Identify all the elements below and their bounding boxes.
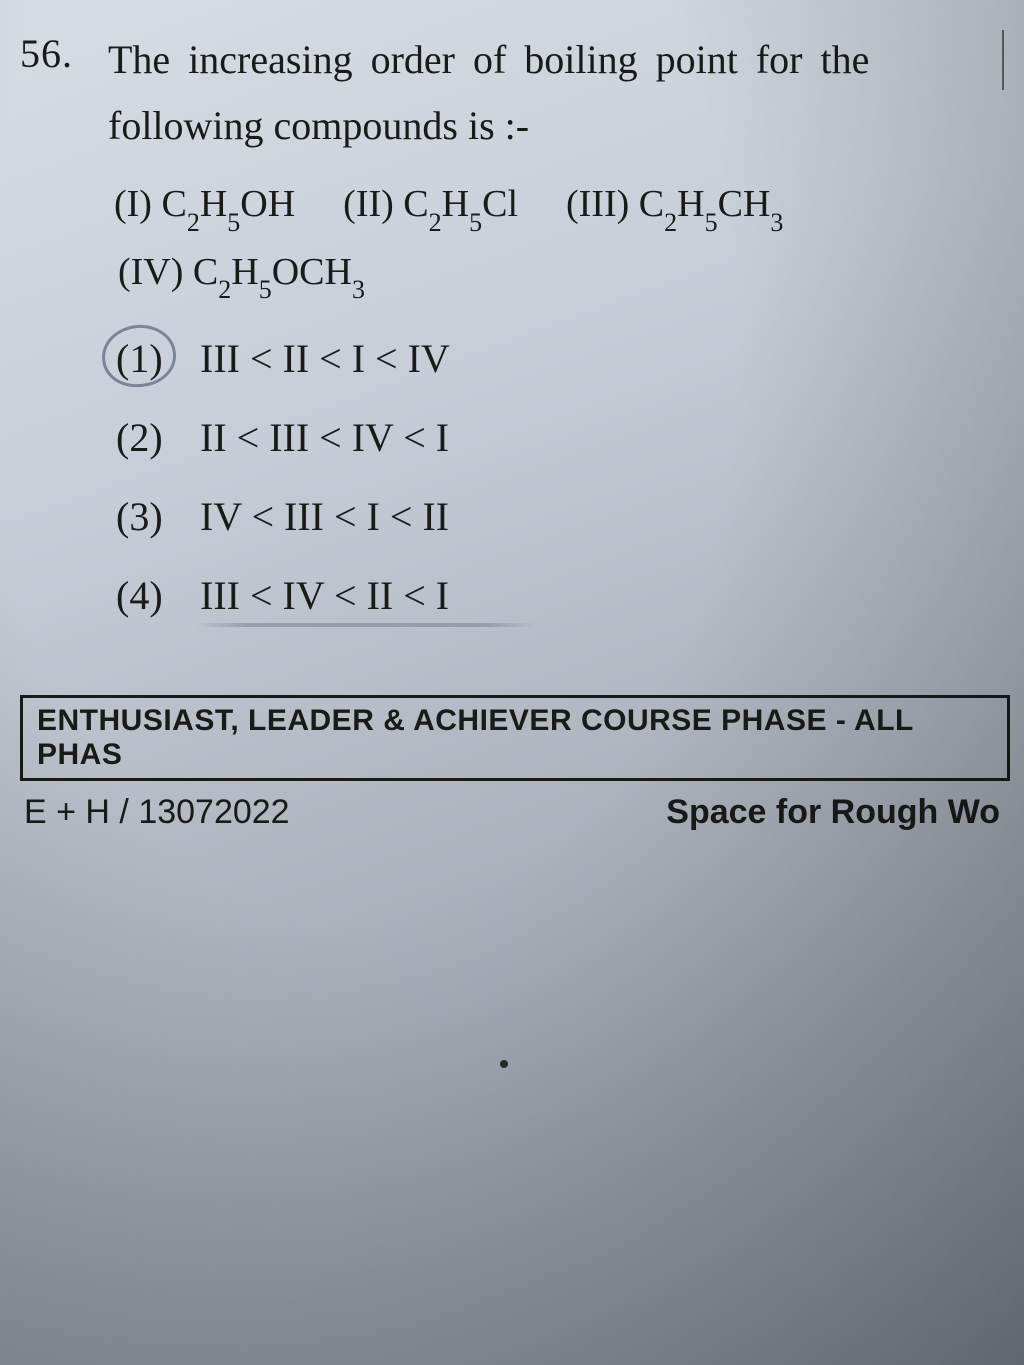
option-number: (3) bbox=[116, 493, 176, 540]
option-3: (3) IV < III < I < II bbox=[116, 493, 1004, 540]
option-number: (2) bbox=[116, 414, 176, 461]
compound-iii: (III) C2H5CH3 bbox=[566, 182, 783, 232]
compound-iv: (IV) C2H5OCH3 bbox=[118, 251, 365, 293]
option-2: (2) II < III < IV < I bbox=[116, 414, 1004, 461]
option-text: II < III < IV < I bbox=[200, 414, 449, 461]
footer-box-text: ENTHUSIAST, LEADER & ACHIEVER COURSE PHA… bbox=[37, 704, 913, 771]
question-block: 56. The increasing order of boiling poin… bbox=[20, 30, 1004, 651]
option-number: (4) bbox=[116, 572, 176, 619]
exam-paper-page: 56. The increasing order of boiling poin… bbox=[0, 0, 1024, 1365]
pen-underline-mark bbox=[196, 623, 536, 627]
answer-options: (1) III < II < I < IV (2) II < III < IV … bbox=[116, 335, 1004, 619]
option-1: (1) III < II < I < IV bbox=[116, 335, 1004, 382]
footer-row: E + H / 13072022 Space for Rough Wo bbox=[20, 793, 1004, 832]
question-text-line-1: The increasing order of boiling point fo… bbox=[108, 30, 1004, 90]
footer-code: E + H / 13072022 bbox=[24, 793, 290, 832]
compounds-row-1: (I) C2H5OH (II) C2H5Cl (III) C2H5CH3 bbox=[114, 182, 1004, 232]
option-text: III < II < I < IV bbox=[200, 335, 450, 382]
option-4: (4) III < IV < II < I bbox=[116, 572, 1004, 619]
compound-ii: (II) C2H5Cl bbox=[343, 182, 518, 232]
compound-i: (I) C2H5OH bbox=[114, 182, 295, 232]
option-number: (1) bbox=[116, 335, 176, 382]
question-number: 56. bbox=[20, 30, 80, 77]
question-body: The increasing order of boiling point fo… bbox=[108, 30, 1004, 651]
option-text: III < IV < II < I bbox=[200, 572, 449, 619]
ink-dot bbox=[500, 1060, 508, 1068]
option-text: IV < III < I < II bbox=[200, 493, 449, 540]
compounds-row-2: (IV) C2H5OCH3 bbox=[118, 250, 1004, 300]
footer-box: ENTHUSIAST, LEADER & ACHIEVER COURSE PHA… bbox=[20, 695, 1010, 781]
question-text-line-2: following compounds is :- bbox=[108, 96, 1004, 156]
footer-space-label: Space for Rough Wo bbox=[666, 793, 1000, 832]
